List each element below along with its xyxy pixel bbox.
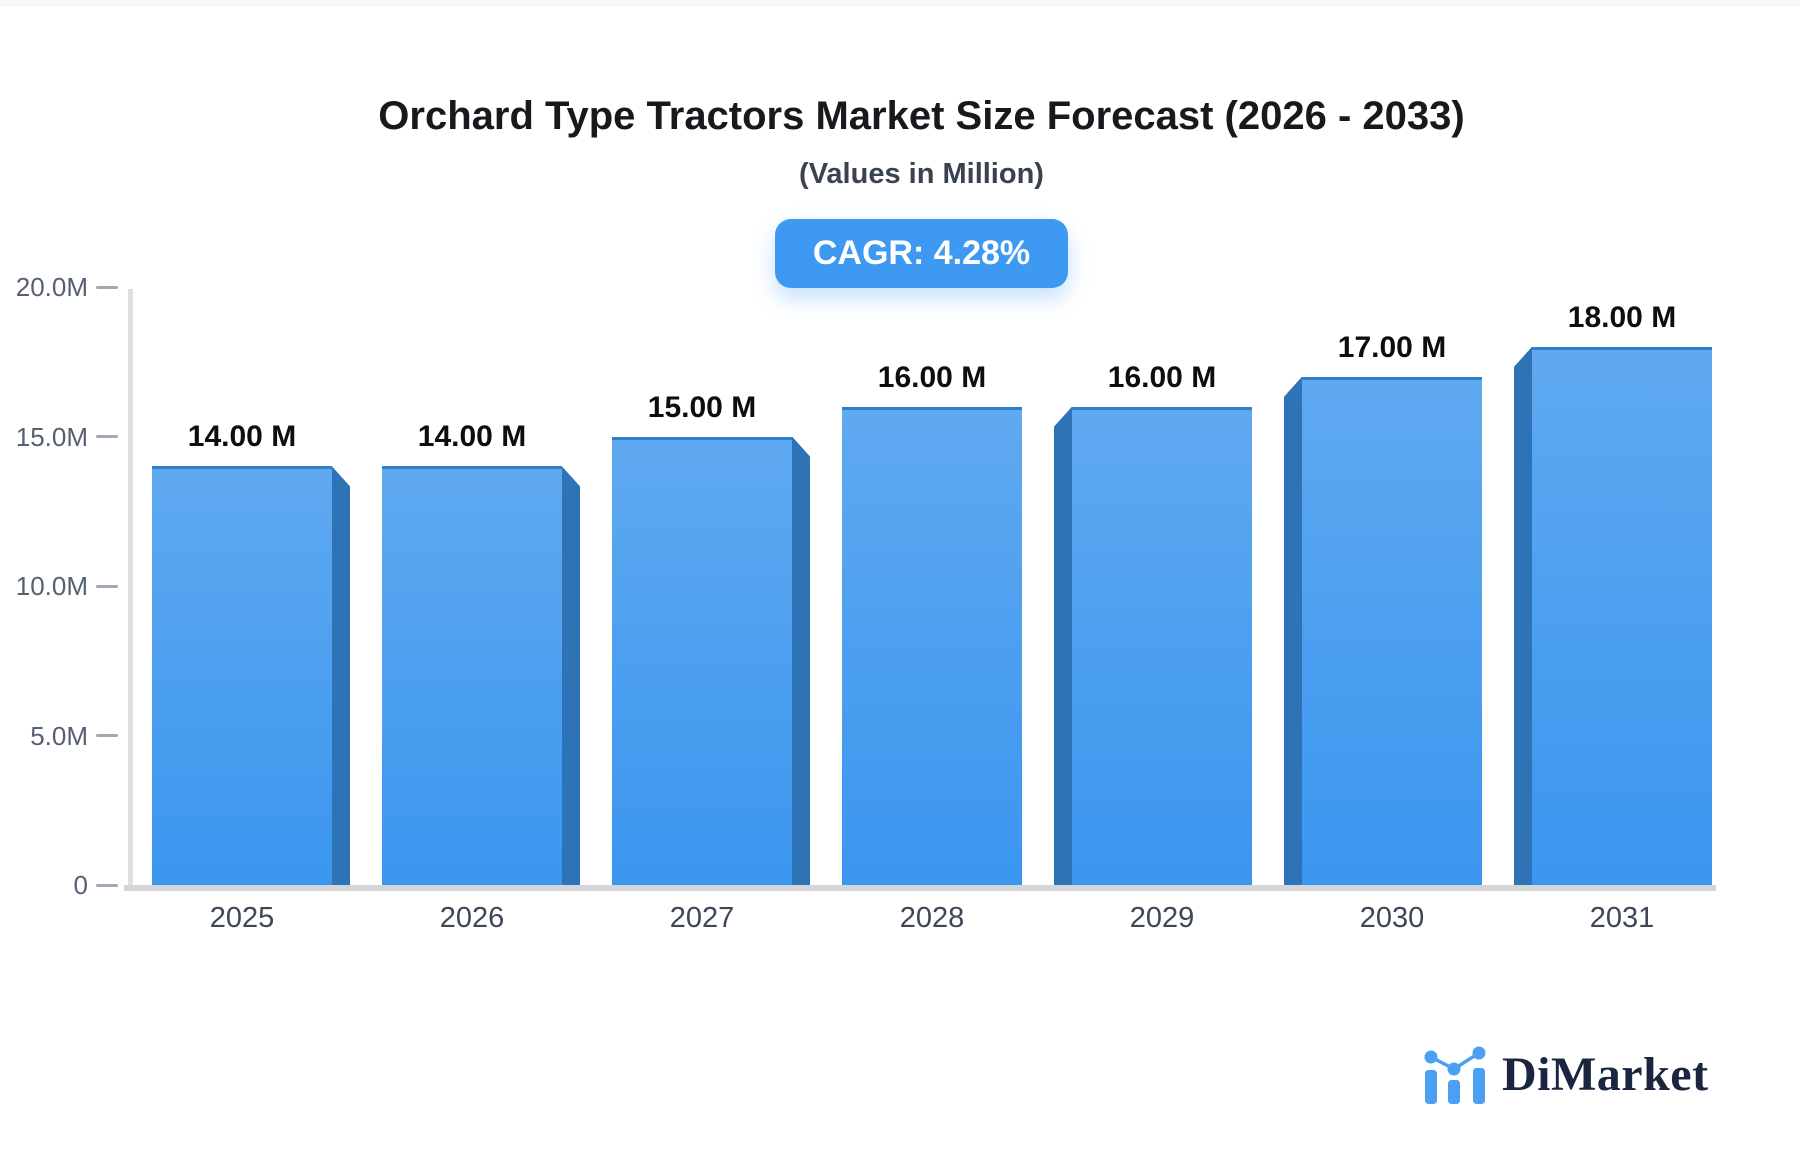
bar-side-face-2031: [1514, 346, 1532, 885]
y-tick-label: 0: [73, 870, 88, 900]
y-tick-dash: [96, 883, 118, 887]
bar-2025: [152, 466, 332, 885]
y-tick-label: 5.0M: [30, 720, 88, 751]
x-axis-label-2031: 2031: [1589, 902, 1655, 934]
bar-value-label-2029: 16.00 M: [1107, 360, 1217, 394]
x-axis-label-2029: 2029: [1129, 902, 1195, 934]
bar-side-face-2026: [562, 466, 580, 885]
x-axis-label-2025: 2025: [209, 902, 275, 934]
y-tick-dash: [96, 435, 118, 438]
bar-value-label-2025: 14.00 M: [187, 420, 297, 454]
bar-value-label-2027: 15.00 M: [647, 390, 757, 424]
bar-chart-logo-icon: [1424, 1046, 1486, 1104]
bar-2026: [382, 466, 562, 885]
bar-value-label-2031: 18.00 M: [1567, 300, 1677, 334]
x-axis-label-2028: 2028: [899, 902, 965, 934]
chart-title: Orchard Type Tractors Market Size Foreca…: [378, 94, 1465, 138]
bar-2031: [1532, 346, 1712, 885]
x-axis-label-2030: 2030: [1359, 902, 1425, 934]
y-tick-dash: [96, 584, 118, 588]
brand-logo: DiMarket: [1422, 1044, 1709, 1104]
x-axis-line: [124, 885, 1716, 891]
bar-value-label-2030: 17.00 M: [1337, 330, 1447, 364]
bar-side-face-2029: [1054, 406, 1072, 885]
top-border: [0, 0, 1800, 6]
y-tick-label: 15.0M: [15, 421, 88, 452]
y-tick-label: 10.0M: [15, 571, 88, 601]
bar-2028: [842, 406, 1022, 885]
bar-2030: [1302, 376, 1482, 885]
bar-side-face-2027: [792, 436, 810, 885]
bar-value-label-2026: 14.00 M: [417, 420, 527, 454]
y-tick-label: 20.0M: [15, 272, 88, 302]
x-axis-label-2026: 2026: [439, 902, 505, 934]
bar-side-face-2030: [1284, 376, 1302, 885]
bar-side-face-2025: [332, 466, 350, 885]
y-tick-dash: [96, 734, 118, 737]
y-axis-line: [128, 289, 133, 888]
brand-name: DiMarket: [1502, 1047, 1709, 1101]
chart-subtitle: (Values in Million): [799, 158, 1044, 190]
chart-header: Orchard Type Tractors Market Size Foreca…: [130, 0, 1713, 288]
y-tick-dash: [96, 285, 118, 289]
bar-2027: [612, 436, 792, 885]
bar-value-label-2028: 16.00 M: [877, 360, 987, 394]
cagr-badge: CAGR: 4.28%: [774, 219, 1069, 288]
bar-2029: [1072, 406, 1252, 885]
x-axis-label-2027: 2027: [669, 902, 735, 934]
